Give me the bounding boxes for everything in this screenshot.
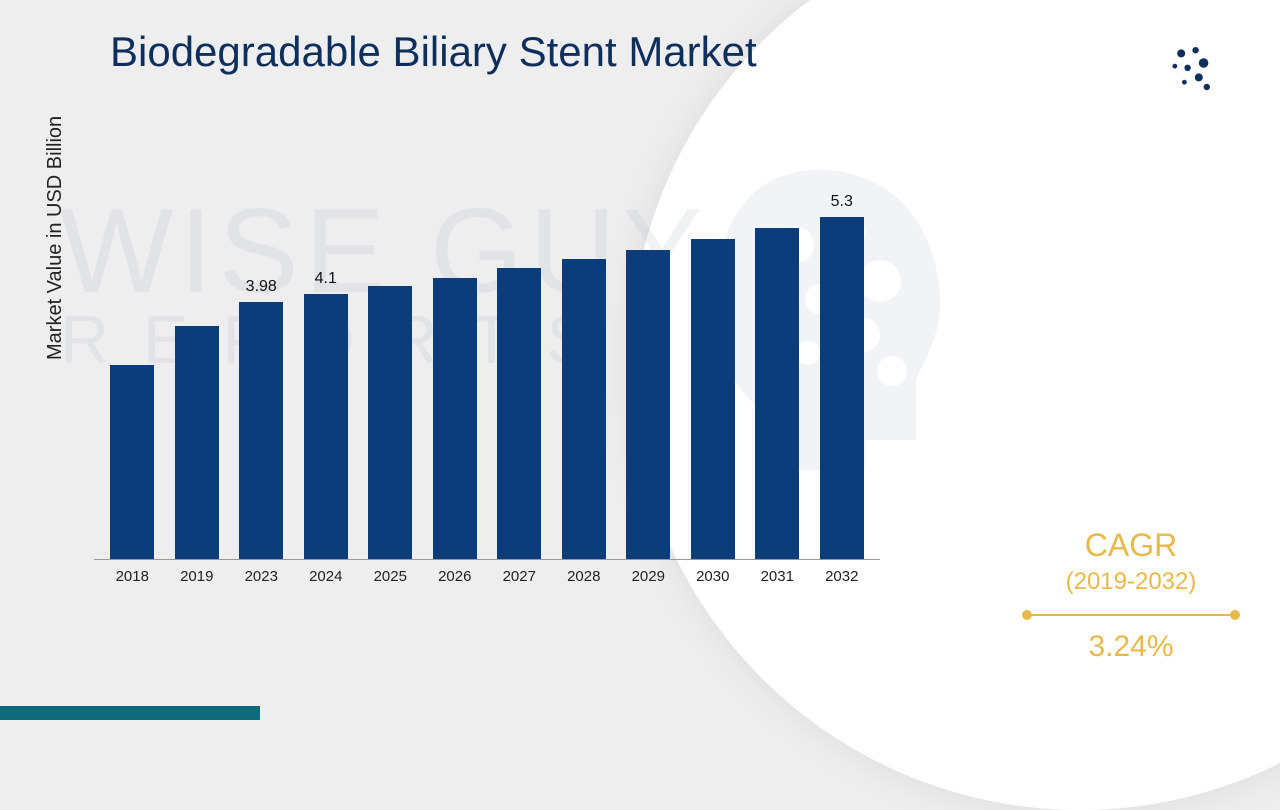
bar-value-label: 3.98 [246,278,277,298]
x-tick-label: 2025 [358,568,422,585]
x-tick-label: 2024 [294,568,358,585]
brand-logo: WISE GUY REPORTS [1034,34,1220,90]
bar-rect [239,302,283,559]
y-axis-label: Market Value in USD Billion [44,116,67,360]
x-tick-label: 2030 [681,568,745,585]
bars-container: 201820193.9820234.1202420252026202720282… [94,140,880,559]
bar-2030: 2030 [681,215,745,559]
plot-area: 201820193.9820234.1202420252026202720282… [94,140,880,560]
x-tick-label: 2029 [616,568,680,585]
logo-head-icon [1146,30,1226,120]
bar-rect [175,326,219,559]
bar-2032: 5.32032 [810,193,874,559]
bar-2026: 2026 [423,254,487,559]
bar-2023: 3.982023 [229,278,293,559]
bar-2018: 2018 [100,341,164,559]
bar-rect [368,286,412,559]
bar-rect [433,278,477,559]
bar-rect [691,239,735,559]
bar-rect [497,268,541,559]
cagr-range: (2019-2032) [1026,568,1236,596]
bar-2027: 2027 [487,244,551,559]
bar-value-label: 4.1 [315,270,337,290]
bar-2019: 2019 [165,302,229,559]
bar-2029: 2029 [616,226,680,559]
bottom-accent-bar [0,706,260,720]
cagr-block: CAGR (2019-2032) 3.24% [1026,527,1236,664]
x-tick-label: 2018 [100,568,164,585]
x-tick-label: 2019 [165,568,229,585]
bar-rect [562,259,606,559]
bar-rect [820,217,864,559]
cagr-divider [1026,614,1236,616]
x-tick-label: 2031 [745,568,809,585]
x-tick-label: 2026 [423,568,487,585]
bar-2028: 2028 [552,235,616,559]
bar-rect [626,250,670,559]
x-tick-label: 2027 [487,568,551,585]
bar-value-label: 5.3 [831,193,853,213]
bar-2025: 2025 [358,262,422,559]
chart-title: Biodegradable Biliary Stent Market [110,28,757,76]
bar-2024: 4.12024 [294,270,358,559]
bar-2031: 2031 [745,204,809,559]
bar-chart: Market Value in USD Billion 201820193.98… [70,140,880,590]
cagr-label: CAGR [1026,527,1236,564]
bar-rect [304,294,348,559]
x-tick-label: 2028 [552,568,616,585]
cagr-value: 3.24% [1026,630,1236,664]
bar-rect [110,365,154,559]
bar-rect [755,228,799,559]
x-tick-label: 2023 [229,568,293,585]
x-tick-label: 2032 [810,568,874,585]
